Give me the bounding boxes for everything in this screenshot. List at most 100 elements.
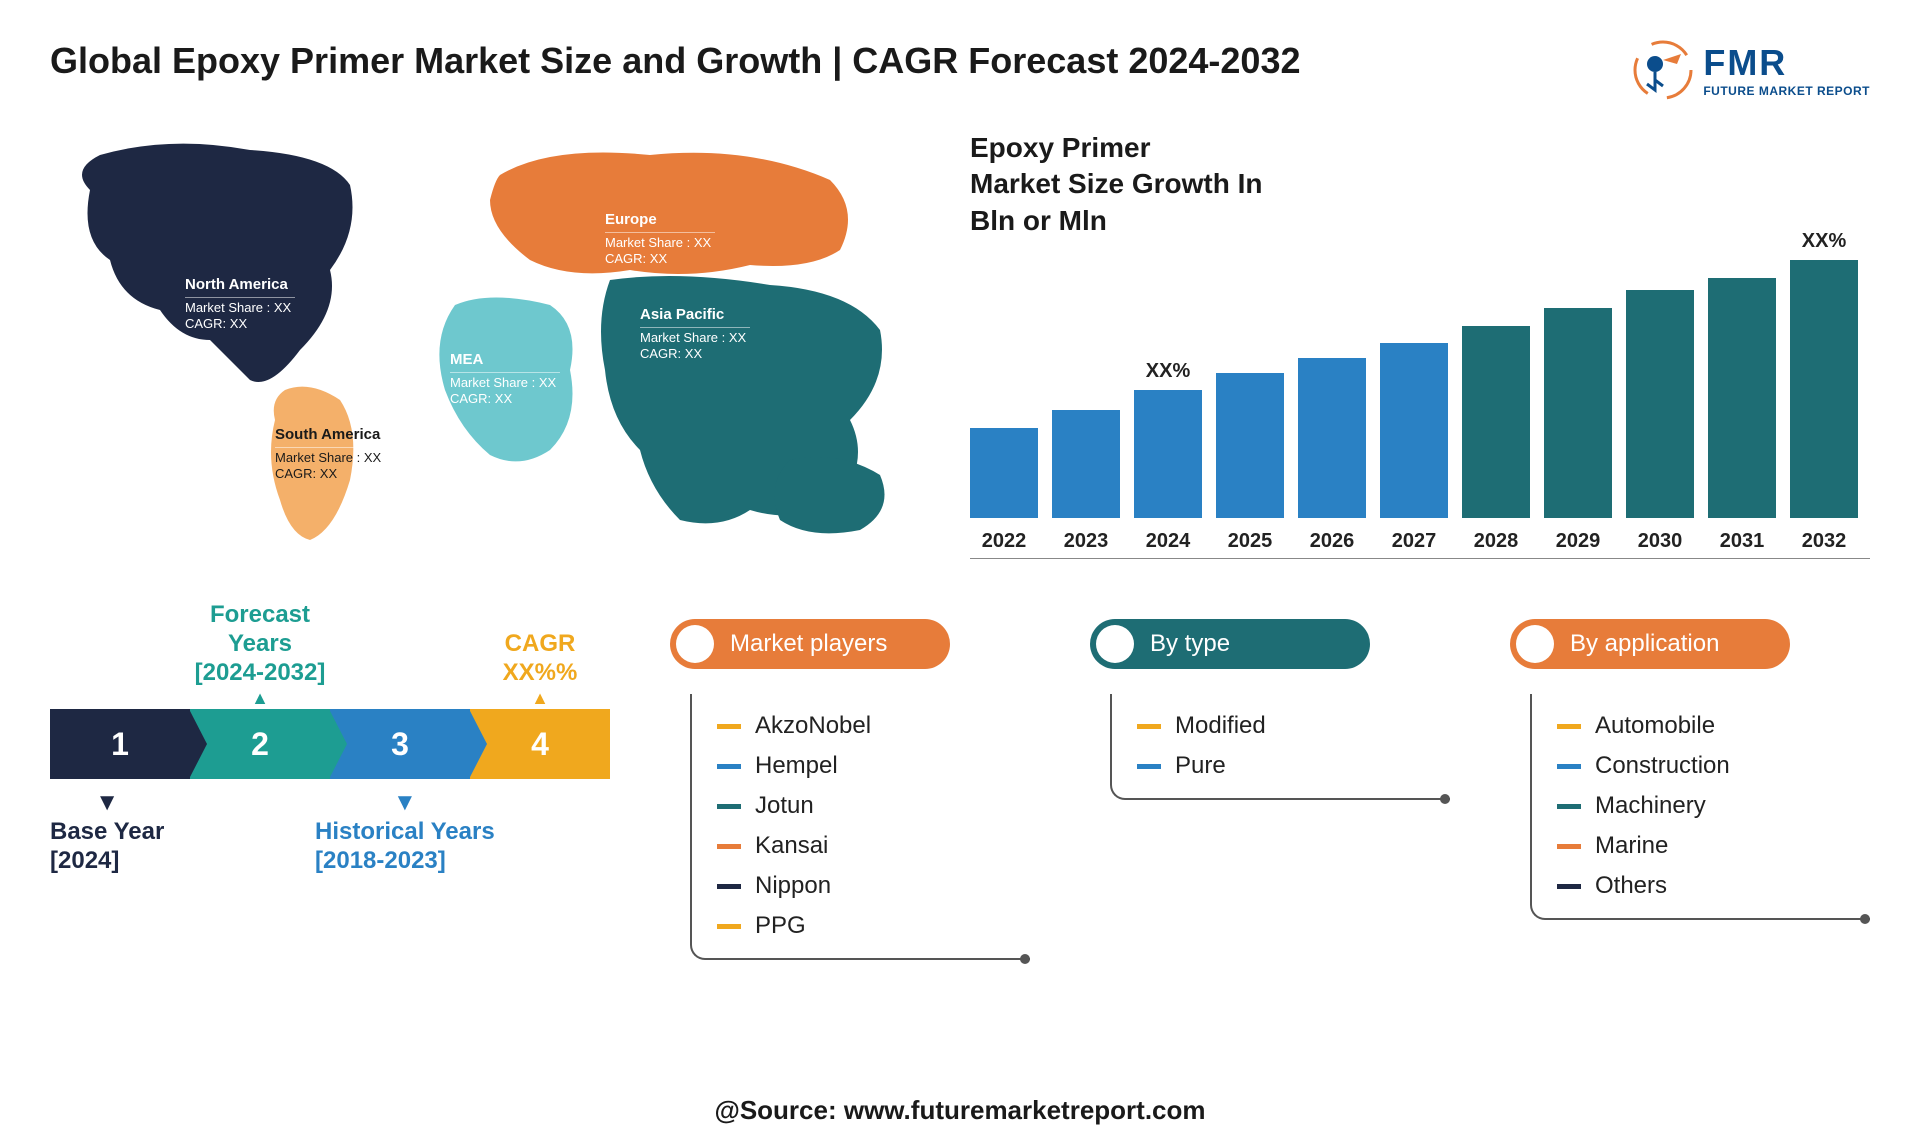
chart-title-l3: Bln or Mln <box>970 203 1870 239</box>
market-players-col: Market players AkzoNobelHempelJotunKansa… <box>670 619 1030 960</box>
list-item-label: AkzoNobel <box>755 712 871 740</box>
list-item-label: Others <box>1595 872 1667 900</box>
map-svg <box>50 130 930 550</box>
bar-year-label: 2030 <box>1626 530 1694 553</box>
bar-note-2032: XX% <box>1790 230 1858 253</box>
bar-year-label: 2025 <box>1216 530 1284 553</box>
timeline-blocks: 1234 <box>50 709 610 779</box>
list-item: Construction <box>1557 746 1870 786</box>
chart-title-l2: Market Size Growth In <box>970 166 1870 202</box>
map-australia <box>774 457 884 533</box>
timeline-block-4: 4 <box>470 709 610 779</box>
by-type-col: By type ModifiedPure <box>1090 619 1450 800</box>
dash-icon <box>717 764 741 769</box>
bar-year-label: 2028 <box>1462 530 1530 553</box>
dash-icon <box>1557 764 1581 769</box>
list-item-label: Machinery <box>1595 792 1706 820</box>
dash-icon <box>1557 804 1581 809</box>
dash-icon <box>717 724 741 729</box>
logo-icon <box>1633 40 1693 100</box>
bar-2025: 2025 <box>1216 373 1284 518</box>
list-item: Nippon <box>717 866 1030 906</box>
list-item: PPG <box>717 906 1030 946</box>
bar-year-label: 2023 <box>1052 530 1120 553</box>
list-item: Marine <box>1557 826 1870 866</box>
dash-icon <box>1137 724 1161 729</box>
dash-icon <box>1137 764 1161 769</box>
bar-year-label: 2026 <box>1298 530 1366 553</box>
base-year-label: ▼ Base Year [2024] <box>50 789 164 875</box>
dash-icon <box>1557 884 1581 889</box>
bar-2028: 2028 <box>1462 326 1530 518</box>
bar-chart: 202220232024XX%2025202620272028202920302… <box>970 259 1870 559</box>
source-text: @Source: www.futuremarketreport.com <box>714 1095 1205 1126</box>
world-map: North AmericaMarket Share : XXCAGR: XX So… <box>50 130 930 550</box>
list-item-label: Automobile <box>1595 712 1715 740</box>
list-item: Kansai <box>717 826 1030 866</box>
list-item-label: Marine <box>1595 832 1668 860</box>
list-item: Jotun <box>717 786 1030 826</box>
bar-year-label: 2022 <box>970 530 1038 553</box>
list-item-label: Modified <box>1175 712 1266 740</box>
timeline: Forecast Years [2024-2032] ▲ CAGR XX%% ▲… <box>50 619 610 879</box>
list-item-label: Nippon <box>755 872 831 900</box>
bar-2030: 2030 <box>1626 290 1694 518</box>
list-item-label: Kansai <box>755 832 828 860</box>
list-item: Others <box>1557 866 1870 906</box>
bar-2026: 2026 <box>1298 358 1366 518</box>
bar-2022: 2022 <box>970 428 1038 518</box>
bar-year-label: 2032 <box>1790 530 1858 553</box>
bar-2027: 2027 <box>1380 343 1448 518</box>
list-item: Machinery <box>1557 786 1870 826</box>
bar-year-label: 2029 <box>1544 530 1612 553</box>
list-item-label: Construction <box>1595 752 1730 780</box>
page-title: Global Epoxy Primer Market Size and Grow… <box>50 40 1301 82</box>
dash-icon <box>1557 844 1581 849</box>
by-type-list: Modified Pure <box>1110 694 1450 800</box>
list-item: Pure <box>1137 746 1450 786</box>
list-item-label: PPG <box>755 912 806 940</box>
logo-text-main: FMR <box>1703 42 1870 84</box>
list-item: Automobile <box>1557 706 1870 746</box>
region-label-mea: MEAMarket Share : XXCAGR: XX <box>450 350 560 408</box>
bar-year-label: 2031 <box>1708 530 1776 553</box>
region-label-sa: South AmericaMarket Share : XXCAGR: XX <box>275 425 385 483</box>
dash-icon <box>1557 724 1581 729</box>
bar-2032: 2032XX% <box>1790 260 1858 518</box>
timeline-block-1: 1 <box>50 709 190 779</box>
by-application-list: Automobile Construction Machinery Marine Oth… <box>1530 694 1870 920</box>
forecast-label: Forecast Years [2024-2032] ▲ <box>190 601 330 709</box>
list-item-label: Pure <box>1175 752 1226 780</box>
bar-2029: 2029 <box>1544 308 1612 518</box>
region-label-eu: EuropeMarket Share : XXCAGR: XX <box>605 210 715 268</box>
by-application-col: By application AutomobileConstructionMac… <box>1510 619 1870 920</box>
dash-icon <box>717 884 741 889</box>
map-north-america <box>82 144 353 382</box>
bar-2031: 2031 <box>1708 278 1776 518</box>
timeline-block-3: 3 <box>330 709 470 779</box>
list-item-label: Hempel <box>755 752 838 780</box>
list-item: Hempel <box>717 746 1030 786</box>
hist-years-label: ▼ Historical Years [2018-2023] <box>315 789 495 875</box>
region-label-na: North AmericaMarket Share : XXCAGR: XX <box>185 275 295 333</box>
fmr-logo: FMR FUTURE MARKET REPORT <box>1633 40 1870 100</box>
cagr-label: CAGR XX%% ▲ <box>470 630 610 709</box>
bar-2024: 2024XX% <box>1134 390 1202 518</box>
list-item: AkzoNobel <box>717 706 1030 746</box>
chart-title-l1: Epoxy Primer <box>970 130 1870 166</box>
logo-text-sub: FUTURE MARKET REPORT <box>1703 84 1870 98</box>
dash-icon <box>717 804 741 809</box>
market-players-list: AkzoNobel Hempel Jotun Kansai Nippon PPG <box>690 694 1030 960</box>
timeline-block-2: 2 <box>190 709 330 779</box>
bar-year-label: 2024 <box>1134 530 1202 553</box>
dash-icon <box>717 924 741 929</box>
list-item: Modified <box>1137 706 1450 746</box>
bar-year-label: 2027 <box>1380 530 1448 553</box>
bar-note-2024: XX% <box>1134 360 1202 383</box>
list-item-label: Jotun <box>755 792 814 820</box>
chart-title: Epoxy Primer Market Size Growth In Bln o… <box>970 130 1870 239</box>
bar-chart-area: Epoxy Primer Market Size Growth In Bln o… <box>970 130 1870 559</box>
dash-icon <box>717 844 741 849</box>
region-label-ap: Asia PacificMarket Share : XXCAGR: XX <box>640 305 750 363</box>
bar-2023: 2023 <box>1052 410 1120 518</box>
